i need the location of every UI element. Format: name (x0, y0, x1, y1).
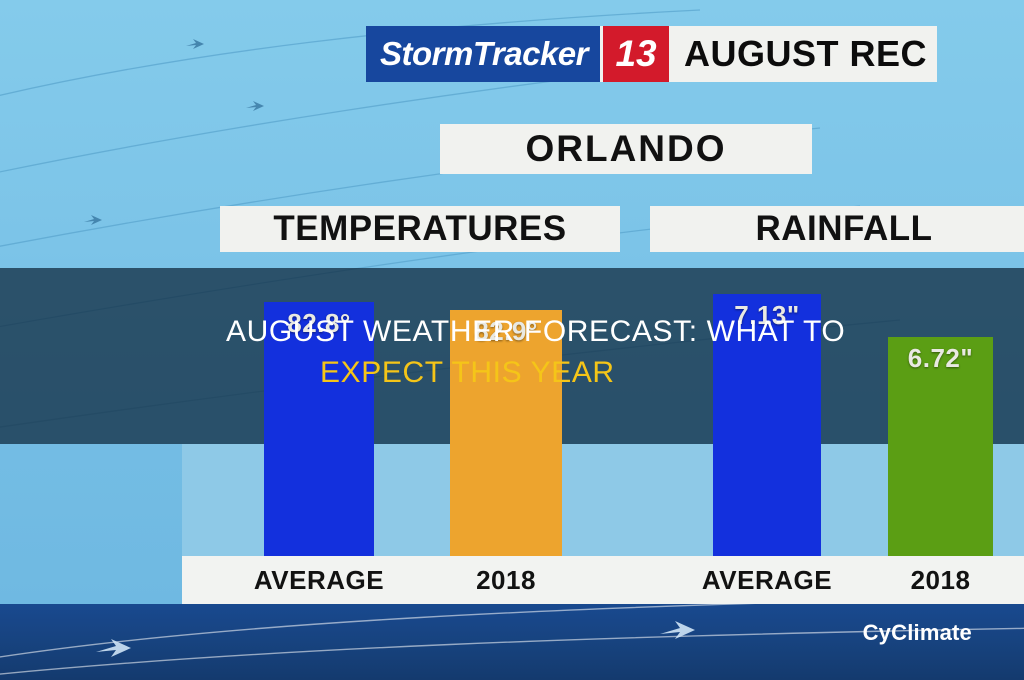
category-label: 2018 (476, 564, 536, 595)
section-label-temperatures: TEMPERATURES (273, 209, 567, 248)
bar-value-label: 82.8° (287, 308, 351, 338)
category-label: AVERAGE (701, 564, 833, 595)
bar-value-label: 82.9° (474, 316, 538, 346)
category-labels: AVERAGE 2018 AVERAGE 2018 (182, 556, 1024, 604)
bar-value-label: 7.13" (734, 300, 800, 330)
header-headline: AUGUST REC (684, 33, 928, 74)
site-watermark: CyClimate (862, 620, 972, 645)
city-chip: ORLANDO (440, 124, 812, 174)
caption-line-2: EXPECT THIS YEAR (320, 356, 615, 389)
channel-number-badge: 13 (600, 26, 673, 82)
section-chip-rainfall: RAINFALL (650, 206, 1024, 252)
caption-line-1: AUGUST WEATHER FORECAST: WHAT TO (226, 315, 846, 348)
chart-bar: 7.13" (713, 294, 821, 604)
chart-bar: 82.9° (450, 310, 562, 604)
overlay-caption: AUGUST WEATHER FORECAST: WHAT TO EXPECT … (0, 312, 1024, 394)
stormtracker-logo: Storm Tracker (366, 26, 601, 82)
brand-storm: Storm (380, 35, 473, 72)
brand-tracker: Tracker (472, 35, 589, 72)
category-label: 2018 (910, 564, 971, 595)
category-label: AVERAGE (253, 564, 385, 595)
chart-bar: 82.8° (264, 302, 374, 604)
city-label: ORLANDO (525, 128, 727, 169)
bar-value-label: 6.72" (907, 343, 974, 373)
section-label-rainfall: RAINFALL (755, 209, 933, 248)
section-chip-temperatures: TEMPERATURES (220, 206, 620, 252)
category-strip (182, 556, 1024, 604)
station-header: Storm Tracker 13 AUGUST REC (366, 26, 938, 82)
